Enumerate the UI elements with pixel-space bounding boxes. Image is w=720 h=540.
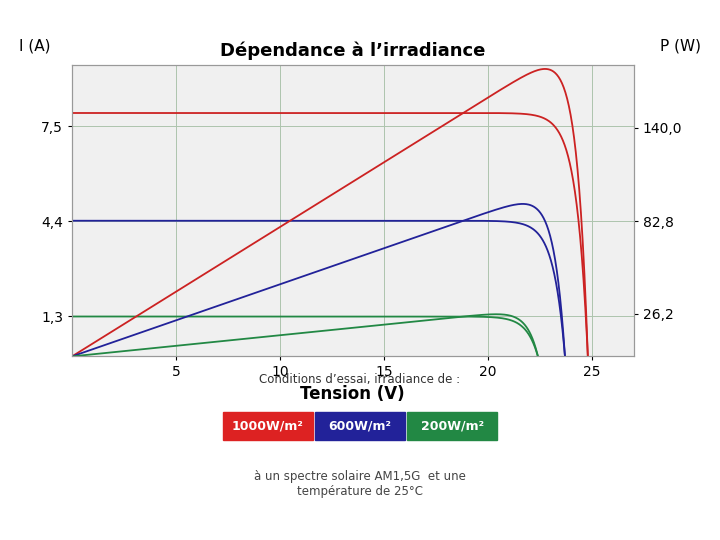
Text: 600W/m²: 600W/m² — [328, 420, 392, 433]
Text: Conditions d’essai, irradiance de :: Conditions d’essai, irradiance de : — [259, 373, 461, 386]
Text: 200W/m²: 200W/m² — [420, 420, 484, 433]
Text: P (W): P (W) — [660, 38, 701, 53]
Title: Dépendance à l’irradiance: Dépendance à l’irradiance — [220, 42, 485, 60]
Text: à un spectre solaire AM1,5G  et une
température de 25°C: à un spectre solaire AM1,5G et une tempé… — [254, 470, 466, 498]
Text: I (A): I (A) — [19, 38, 50, 53]
X-axis label: Tension (V): Tension (V) — [300, 385, 405, 403]
Text: 1000W/m²: 1000W/m² — [232, 420, 304, 433]
